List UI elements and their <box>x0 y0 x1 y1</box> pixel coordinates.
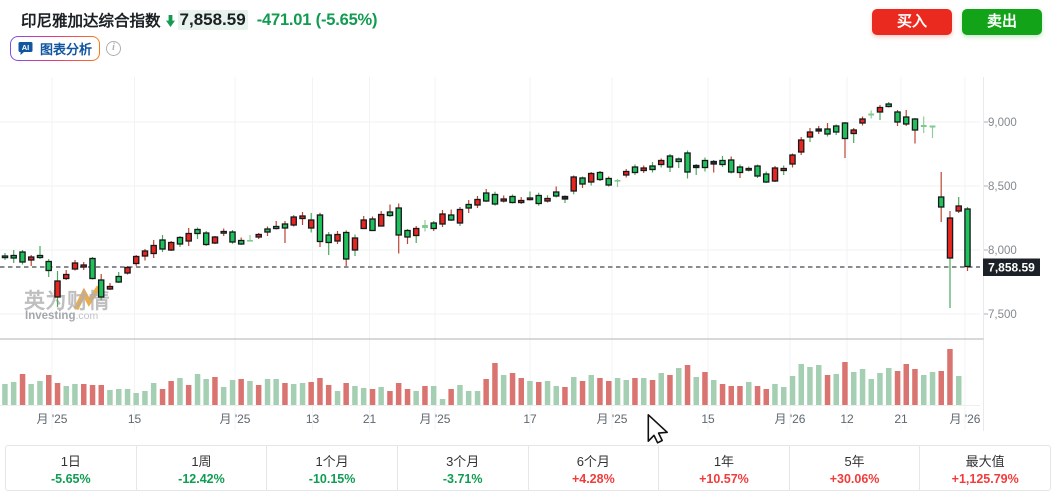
svg-text:8,000: 8,000 <box>988 245 1017 257</box>
svg-text:13: 13 <box>306 412 320 426</box>
svg-text:12: 12 <box>840 412 854 426</box>
svg-text:AI: AI <box>22 43 30 52</box>
svg-text:月 '26: 月 '26 <box>775 412 806 426</box>
svg-text:月 '26: 月 '26 <box>950 412 981 426</box>
svg-text:月 '25: 月 '25 <box>420 412 451 426</box>
svg-text:17: 17 <box>523 412 537 426</box>
svg-text:月 '25: 月 '25 <box>37 412 68 426</box>
svg-text:7,500: 7,500 <box>988 309 1017 321</box>
svg-text:Investing.com: Investing.com <box>25 310 98 322</box>
svg-text:9,000: 9,000 <box>988 117 1017 129</box>
svg-text:7,858.59: 7,858.59 <box>988 261 1035 275</box>
svg-text:8,500: 8,500 <box>988 181 1017 193</box>
svg-text:英为财情: 英为财情 <box>24 289 110 313</box>
svg-text:15: 15 <box>128 412 142 426</box>
svg-text:21: 21 <box>894 412 908 426</box>
svg-text:月 '25: 月 '25 <box>597 412 628 426</box>
svg-text:21: 21 <box>363 412 377 426</box>
svg-text:月 '25: 月 '25 <box>220 412 251 426</box>
svg-text:15: 15 <box>701 412 715 426</box>
